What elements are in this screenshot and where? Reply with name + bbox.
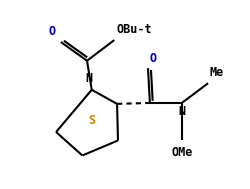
Text: O: O	[148, 52, 156, 65]
Text: S: S	[88, 114, 95, 127]
Text: N: N	[178, 105, 184, 118]
Text: Me: Me	[209, 67, 223, 80]
Text: OMe: OMe	[170, 146, 192, 159]
Text: N: N	[85, 72, 92, 85]
Text: O: O	[49, 25, 56, 38]
Text: OBu-t: OBu-t	[116, 23, 151, 36]
